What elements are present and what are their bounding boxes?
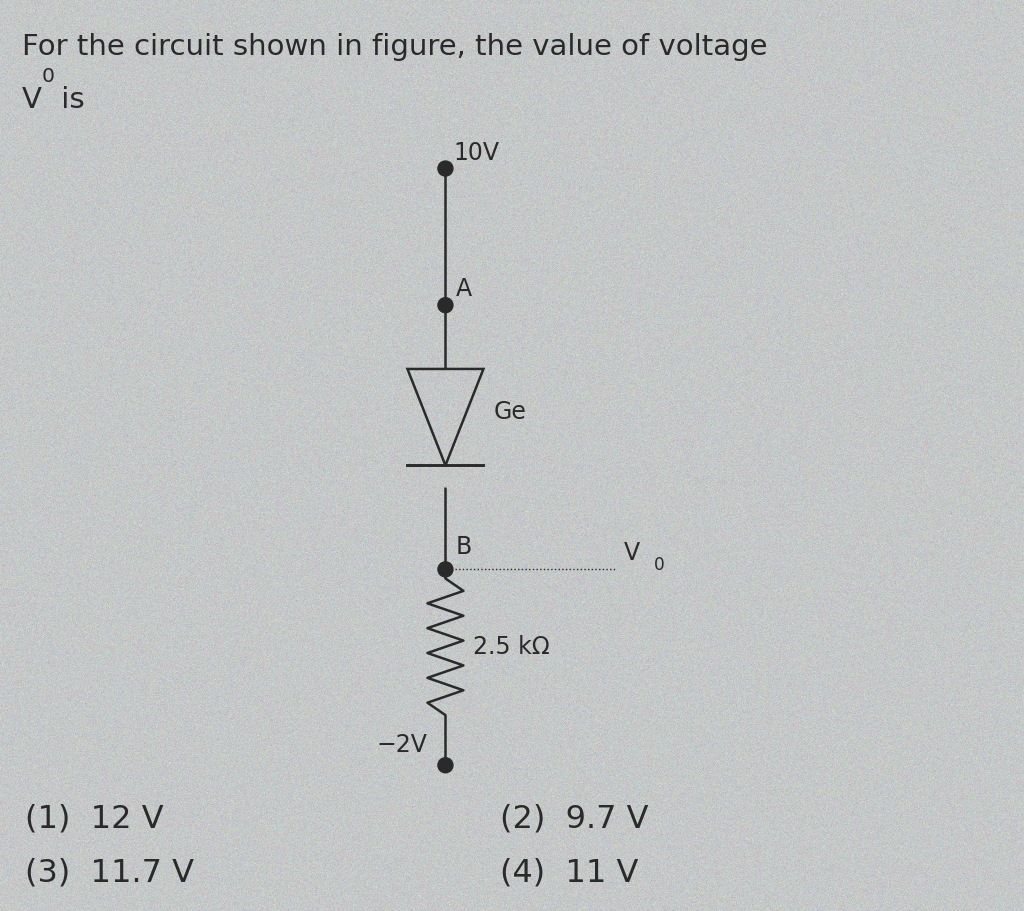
Text: A: A xyxy=(456,277,472,302)
Circle shape xyxy=(438,758,453,773)
Text: 0: 0 xyxy=(653,557,665,574)
Text: V: V xyxy=(22,86,42,114)
Text: (1)  12 V: (1) 12 V xyxy=(25,804,164,834)
Text: 2.5 kΩ: 2.5 kΩ xyxy=(473,635,550,659)
Text: (3)  11.7 V: (3) 11.7 V xyxy=(25,857,194,888)
Text: For the circuit shown in figure, the value of voltage: For the circuit shown in figure, the val… xyxy=(22,33,768,61)
Text: B: B xyxy=(456,536,472,559)
Text: (2)  9.7 V: (2) 9.7 V xyxy=(500,804,648,834)
Text: (4)  11 V: (4) 11 V xyxy=(500,857,638,888)
Text: is: is xyxy=(52,86,85,114)
Text: 0: 0 xyxy=(42,67,55,86)
Circle shape xyxy=(438,161,453,176)
Circle shape xyxy=(438,562,453,577)
Circle shape xyxy=(438,298,453,312)
Text: V: V xyxy=(624,541,640,566)
Text: 10V: 10V xyxy=(454,140,500,165)
Text: Ge: Ge xyxy=(494,400,526,425)
Text: −2V: −2V xyxy=(377,733,427,757)
